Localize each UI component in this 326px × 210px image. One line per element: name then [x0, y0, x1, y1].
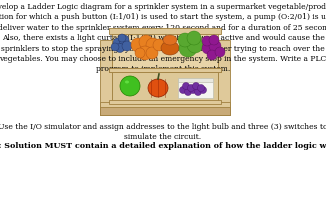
- Circle shape: [192, 83, 200, 89]
- Circle shape: [146, 38, 160, 52]
- Bar: [218, 40, 230, 115]
- Circle shape: [113, 38, 123, 48]
- Bar: [109, 68, 221, 72]
- Circle shape: [115, 43, 125, 52]
- Text: Develop a Ladder Logic diagram for a sprinkler system in a supermarket vegetable: Develop a Ladder Logic diagram for a spr…: [0, 3, 326, 73]
- Bar: [178, 80, 213, 98]
- Circle shape: [202, 42, 214, 54]
- Circle shape: [139, 35, 153, 49]
- Bar: [109, 28, 221, 34]
- Circle shape: [189, 87, 197, 93]
- Circle shape: [138, 46, 152, 60]
- Circle shape: [178, 33, 192, 47]
- Circle shape: [131, 38, 145, 52]
- Bar: [100, 102, 230, 115]
- Circle shape: [187, 37, 203, 53]
- Circle shape: [185, 88, 191, 96]
- Circle shape: [179, 39, 197, 57]
- Circle shape: [111, 43, 119, 51]
- Bar: [100, 40, 112, 115]
- Text: Use the I/O simulator and assign addresses to the light bulb and three (3) switc: Use the I/O simulator and assign address…: [0, 123, 326, 141]
- Text: Note: Solution MUST contain a detailed explanation of how the ladder logic works: Note: Solution MUST contain a detailed e…: [0, 142, 326, 150]
- Ellipse shape: [148, 79, 168, 97]
- Bar: [178, 78, 213, 82]
- Circle shape: [209, 35, 219, 45]
- Circle shape: [180, 87, 186, 93]
- Circle shape: [153, 39, 165, 51]
- Circle shape: [122, 41, 132, 51]
- Bar: [112, 70, 218, 102]
- Circle shape: [146, 47, 158, 59]
- Circle shape: [187, 31, 201, 45]
- Circle shape: [119, 35, 129, 45]
- Circle shape: [187, 84, 195, 92]
- Circle shape: [215, 47, 225, 57]
- Circle shape: [183, 83, 189, 89]
- Bar: [109, 68, 221, 72]
- Bar: [109, 100, 221, 104]
- Circle shape: [198, 84, 204, 92]
- Circle shape: [135, 48, 145, 58]
- Circle shape: [202, 36, 212, 46]
- Ellipse shape: [161, 41, 179, 55]
- Circle shape: [195, 88, 201, 96]
- Circle shape: [207, 50, 217, 60]
- Ellipse shape: [163, 35, 177, 45]
- Ellipse shape: [125, 80, 129, 84]
- Circle shape: [209, 40, 221, 52]
- Circle shape: [200, 87, 206, 93]
- Bar: [112, 32, 218, 70]
- Circle shape: [118, 34, 126, 42]
- Bar: [100, 107, 230, 115]
- Circle shape: [120, 76, 140, 96]
